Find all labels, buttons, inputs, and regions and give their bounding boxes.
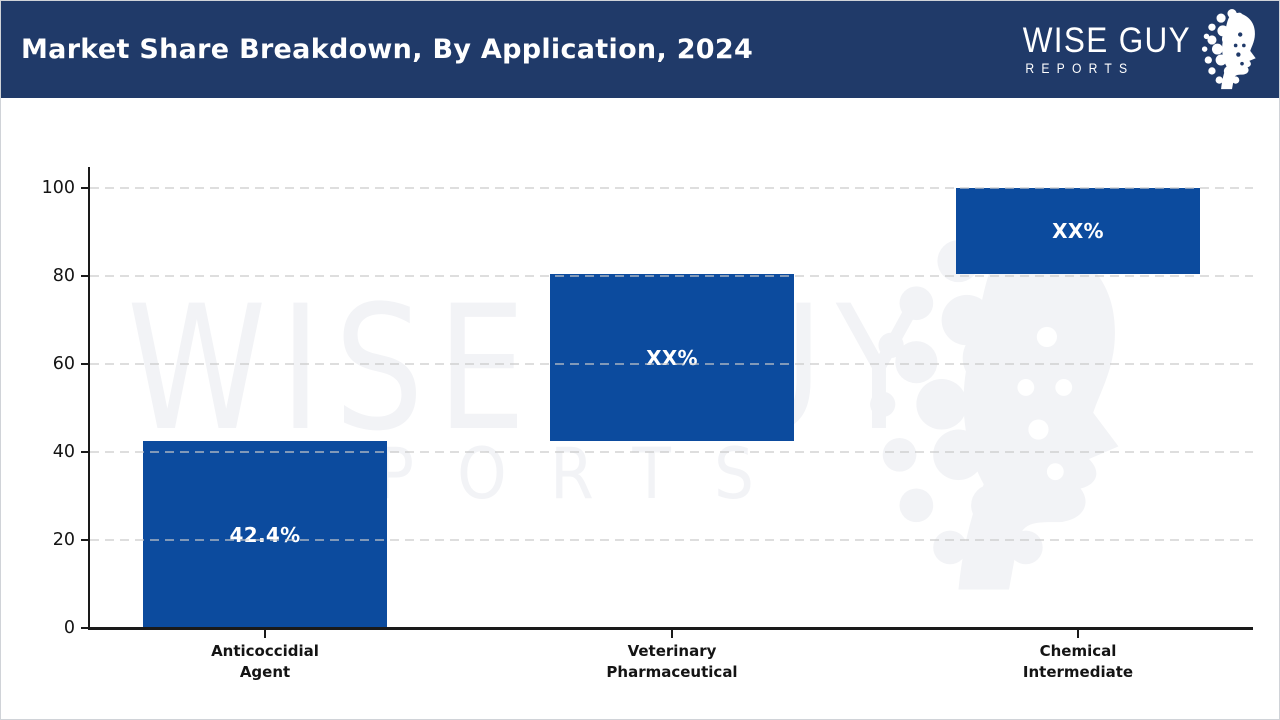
header-bar: Market Share Breakdown, By Application, … — [1, 1, 1279, 98]
wiseguy-logo: WISE GUY REPORTS — [1004, 8, 1267, 91]
y-axis-line — [88, 167, 90, 630]
gridline-100 — [90, 187, 1253, 189]
gridline-80 — [90, 275, 1253, 277]
y-tickmark — [81, 187, 88, 189]
bar-value-label: XX% — [646, 345, 698, 370]
x-category-line: Anticoccidial — [211, 642, 319, 660]
watermark-wordmark: WISE GUY — [127, 268, 936, 469]
x-category-line: Veterinary — [627, 642, 717, 660]
y-tick-label: 60 — [52, 354, 75, 374]
x-category-label-veterinary-pharmaceutical: Veterinary Pharmaceutical — [562, 641, 782, 683]
bar-value-label: XX% — [1052, 219, 1104, 244]
watermark-face-icon — [870, 219, 1119, 590]
y-tickmark — [81, 275, 88, 277]
x-category-label-chemical-intermediate: Chemical Intermediate — [968, 641, 1188, 683]
y-tickmark — [81, 363, 88, 365]
bar-anticoccidial-agent: 42.4% — [143, 441, 387, 628]
bar-chemical-intermediate: XX% — [956, 188, 1200, 275]
wiseguy-face-logo-icon — [1201, 8, 1256, 89]
x-category-label-anticoccidial-agent: Anticoccidial Agent — [155, 641, 375, 683]
bar-veterinary-pharmaceutical: XX% — [550, 274, 794, 442]
x-category-line: Pharmaceutical — [606, 663, 738, 681]
y-tick-label: 0 — [63, 618, 75, 638]
x-tickmark — [1077, 630, 1079, 638]
y-tick-label: 80 — [52, 266, 75, 286]
page-title: Market Share Breakdown, By Application, … — [21, 34, 754, 65]
gridline-40 — [90, 451, 1253, 453]
x-category-line: Agent — [239, 663, 291, 681]
x-category-line: Intermediate — [1022, 663, 1134, 681]
y-tick-label: 40 — [52, 442, 75, 462]
wiseguy-logo-text: WISE GUY REPORTS — [1023, 23, 1191, 76]
x-tickmark — [264, 630, 266, 638]
x-category-line: Chemical — [1039, 642, 1117, 660]
x-tickmark — [671, 630, 673, 638]
y-tick-label: 100 — [41, 178, 75, 198]
y-tickmark — [81, 451, 88, 453]
logo-wordmark: WISE GUY — [1022, 21, 1191, 60]
y-tick-label: 20 — [52, 530, 75, 550]
y-tickmark — [81, 627, 88, 629]
bar-value-label: 42.4% — [229, 522, 301, 547]
gridline-60 — [90, 363, 1253, 365]
x-axis-line — [88, 627, 1253, 630]
y-tickmark — [81, 539, 88, 541]
logo-subtitle: REPORTS — [1025, 61, 1135, 76]
gridline-20 — [90, 539, 1253, 541]
